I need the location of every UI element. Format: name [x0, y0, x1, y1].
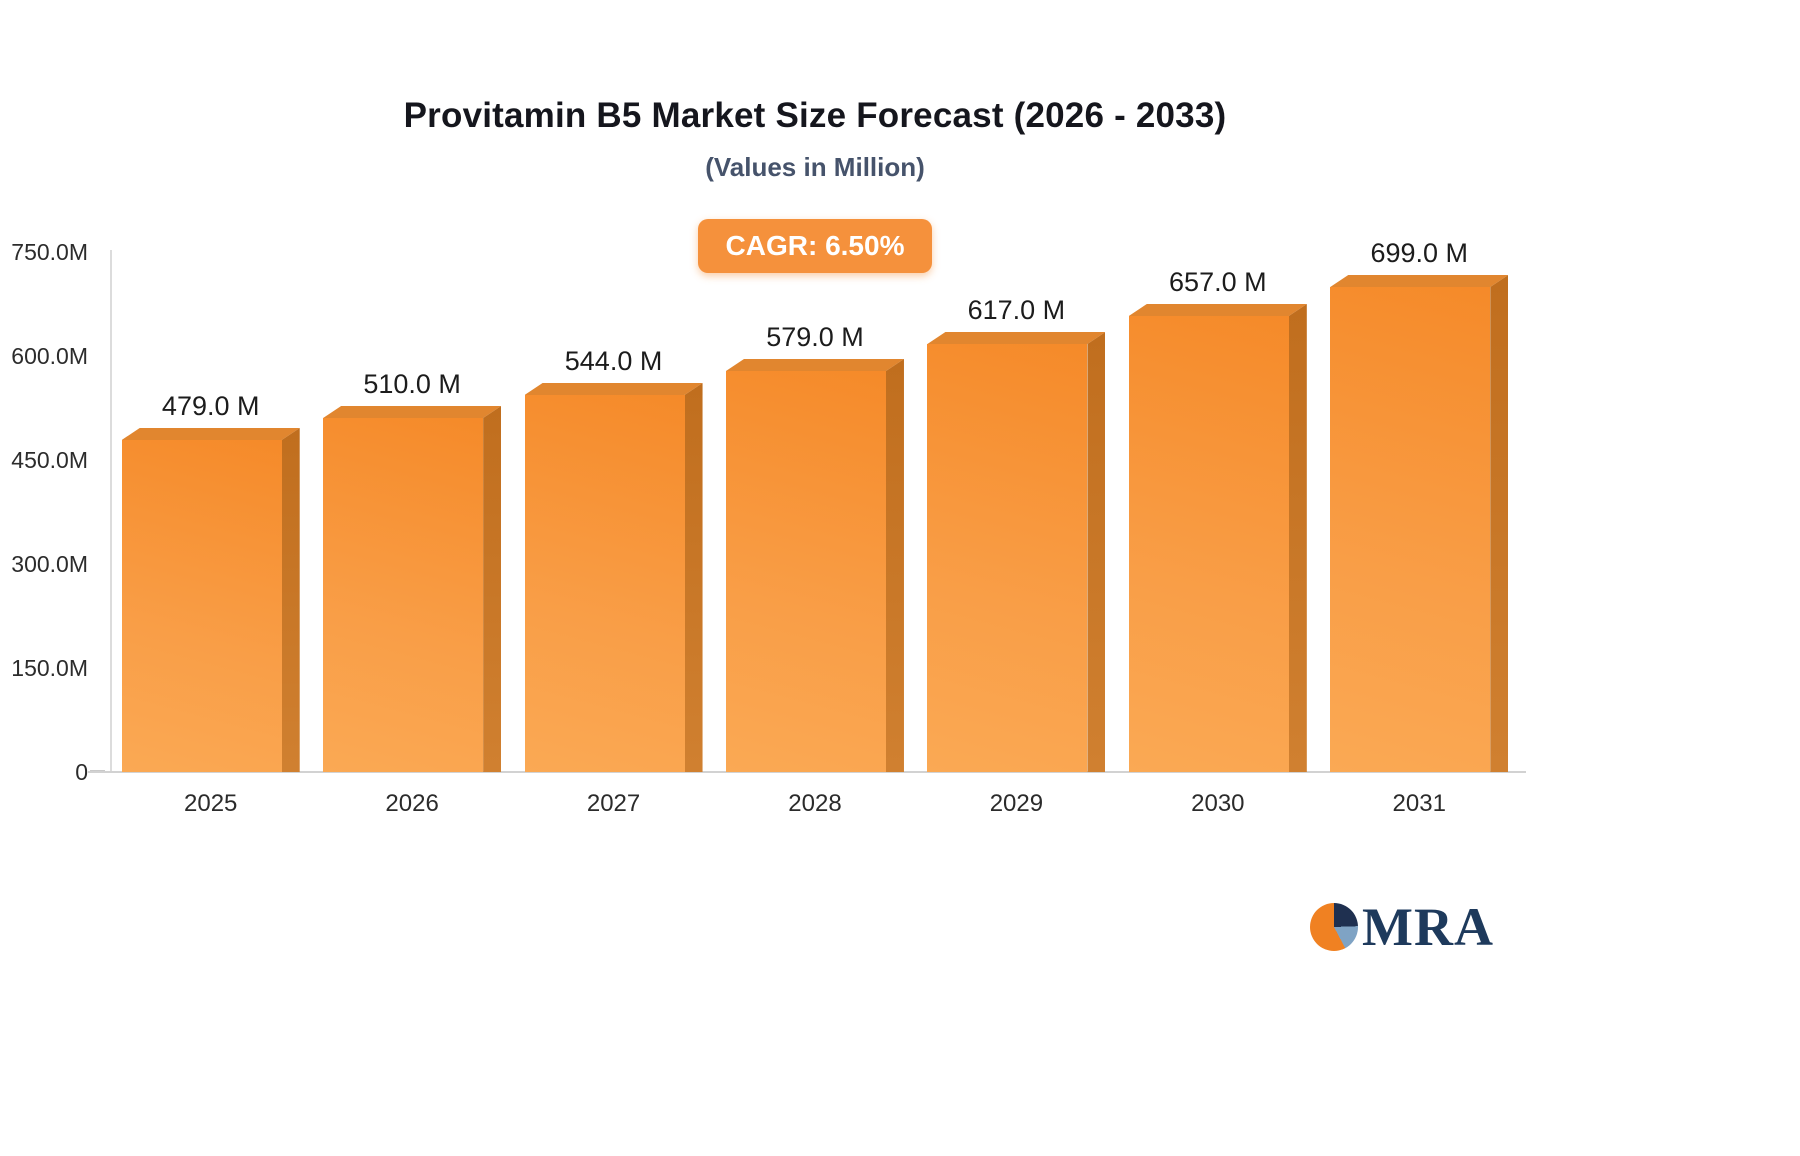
bar-value-label: 657.0 M [1169, 267, 1267, 297]
y-axis-label: 150.0M [11, 655, 88, 681]
bar-top-face [524, 383, 703, 395]
y-axis-line [110, 250, 112, 772]
chart-subtitle: (Values in Million) [705, 152, 925, 182]
bar-front-face [524, 395, 685, 772]
bar-slot: 579.0 M 2028 [714, 252, 915, 817]
y-axis-label: 0 [75, 759, 88, 785]
bar-top-face [1330, 275, 1509, 287]
cagr-badge: CAGR: 6.50% [697, 219, 933, 273]
bar-value-label: 617.0 M [967, 295, 1066, 325]
bar-slot: 617.0 M 2029 [916, 252, 1117, 817]
bar [1128, 304, 1307, 772]
bar-side-face [483, 406, 502, 772]
bar-side-face [1087, 332, 1106, 772]
chart-header: Provitamin B5 Market Size Forecast (2026… [110, 0, 1520, 273]
bar-slot: 510.0 M 2026 [311, 252, 512, 817]
logo-pie-icon [1310, 903, 1358, 951]
y-axis-label: 750.0M [11, 239, 88, 265]
plot-area: 479.0 M 2025 510.0 M 2026 544.0 M 2027 579.0 M… [110, 238, 1520, 817]
bar-front-face [121, 440, 282, 772]
bar-value-label: 544.0 M [564, 346, 663, 376]
bar-slot: 699.0 M 2031 [1319, 238, 1520, 817]
brand-logo: MRA [1310, 900, 1494, 954]
bar-value-label: 699.0 M [1370, 238, 1469, 268]
bar [524, 383, 703, 772]
bar [323, 406, 502, 772]
x-axis-label: 2031 [1392, 790, 1446, 817]
bar-front-face [927, 344, 1088, 772]
bar-front-face [725, 371, 886, 772]
x-axis-label: 2029 [989, 790, 1044, 817]
bar-top-face [927, 332, 1106, 344]
x-axis-label: 2030 [1191, 790, 1245, 817]
badge-row: CAGR: 6.50% [110, 219, 1520, 273]
x-axis-label: 2026 [385, 790, 439, 817]
bar-side-face [1490, 275, 1509, 772]
bar-side-face [1288, 304, 1307, 772]
bar-slot: 479.0 M 2025 [110, 252, 311, 817]
bar-value-label: 479.0 M [161, 391, 260, 421]
bar-series: 479.0 M 2025 510.0 M 2026 544.0 M 2027 579.0 M… [110, 238, 1520, 817]
bar-side-face [684, 383, 703, 772]
y-axis: 0 150.0M 300.0M 450.0M 600.0M 750.0M [0, 239, 88, 785]
x-axis-line [88, 771, 1526, 773]
x-axis-label: 2025 [184, 790, 238, 817]
bar [1330, 275, 1509, 772]
bar-slot: 657.0 M 2030 [1117, 252, 1318, 817]
bar-slot: 544.0 M 2027 [513, 252, 714, 817]
bar [927, 332, 1106, 772]
bar-top-face [1128, 304, 1307, 316]
bar-front-face [1128, 316, 1289, 772]
x-axis-label: 2027 [586, 790, 641, 817]
y-axis-label: 600.0M [11, 343, 88, 369]
bar-top-face [323, 406, 502, 418]
bar-value-label: 579.0 M [766, 322, 864, 352]
x-axis-label: 2028 [788, 790, 842, 817]
bar [725, 359, 904, 772]
bar-side-face [281, 428, 300, 772]
bar-top-face [725, 359, 904, 371]
bar [121, 428, 300, 772]
bar-front-face [323, 418, 484, 772]
bar-front-face [1330, 287, 1491, 772]
chart-title: Provitamin B5 Market Size Forecast (2026… [403, 96, 1227, 135]
bar-side-face [885, 359, 904, 772]
bar-top-face [121, 428, 300, 440]
logo-text: MRA [1362, 897, 1494, 957]
bar-value-label: 510.0 M [363, 369, 461, 399]
y-axis-label: 450.0M [11, 447, 88, 473]
y-axis-label: 300.0M [11, 551, 88, 577]
